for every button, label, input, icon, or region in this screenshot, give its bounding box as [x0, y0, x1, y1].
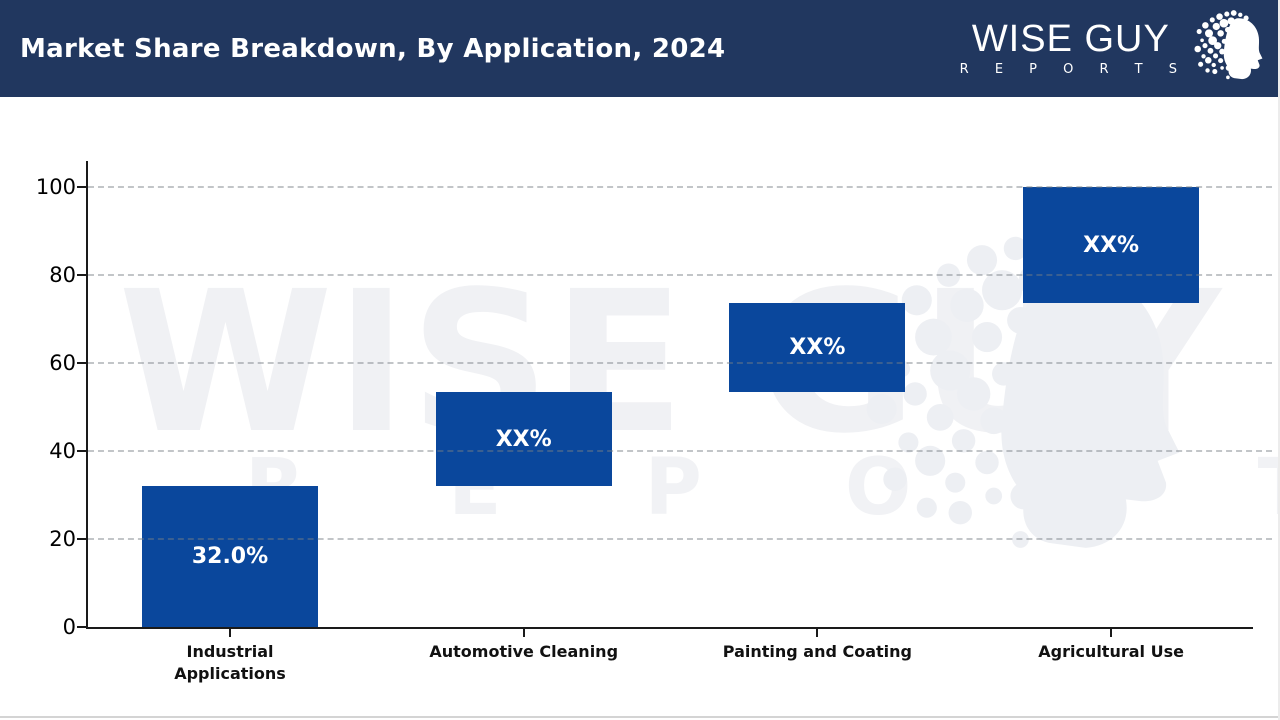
y-tick-mark — [77, 450, 86, 452]
header: Market Share Breakdown, By Application, … — [0, 0, 1278, 97]
bar-value-label: XX% — [1083, 232, 1140, 258]
y-tick-label: 0 — [62, 615, 76, 639]
y-tick-label: 20 — [49, 527, 76, 551]
bar-value-label: XX% — [495, 426, 552, 452]
x-category-label: Automotive Cleaning — [429, 642, 619, 661]
gridline-100 — [88, 186, 1272, 188]
waterfall-plot: 0 20 40 60 80 100 32.0% Industrial Applications… — [0, 97, 1278, 717]
y-tick-mark — [77, 538, 86, 540]
bar-value-label: XX% — [789, 335, 846, 361]
y-tick-mark — [77, 626, 86, 628]
x-tick-mark — [522, 629, 525, 637]
logo-subtitle: R E P O R T S — [959, 62, 1188, 77]
x-category-label: Painting and Coating — [722, 642, 912, 661]
page-title: Market Share Breakdown, By Application, … — [20, 33, 726, 64]
x-tick-mark — [816, 629, 819, 637]
x-category-label: Industrial Applications — [174, 642, 286, 683]
wiseguy-face-icon — [1194, 9, 1263, 79]
x-tick-mark — [1110, 629, 1113, 637]
bar-painting-and-coating: XX% — [729, 303, 906, 393]
x-tick-mark — [229, 629, 231, 637]
x-axis-line — [86, 627, 1253, 629]
footer-divider — [0, 716, 1278, 718]
bar-automotive-cleaning: XX% — [435, 392, 612, 487]
chart-area: WISE GUY R E P O R T S 02040608010032.0%… — [0, 97, 1278, 717]
wiseguy-logo: WISE GUY R E P O R T S — [954, 9, 1266, 89]
y-tick-label: 40 — [49, 439, 76, 463]
bar-value-label: 32.0% — [191, 544, 269, 570]
logo-text: WISE GUY R E P O R T S — [954, 20, 1188, 77]
y-tick-label: 80 — [49, 263, 76, 287]
y-tick-label: 100 — [35, 175, 76, 199]
bar-industrial-applications: 32.0% — [142, 486, 318, 627]
gridline-40 — [88, 450, 1272, 452]
y-axis-line — [86, 161, 88, 629]
gridline-60 — [88, 362, 1272, 364]
gridline-20 — [88, 538, 1272, 540]
bar-agricultural-use: XX% — [1023, 187, 1200, 304]
x-category-label: Agricultural Use — [1038, 642, 1184, 661]
y-tick-mark — [77, 186, 86, 188]
gridline-80 — [88, 274, 1272, 276]
y-tick-mark — [77, 274, 86, 276]
y-tick-mark — [77, 362, 86, 364]
y-tick-label: 60 — [49, 351, 76, 375]
logo-wordmark: WISE GUY — [971, 18, 1170, 60]
